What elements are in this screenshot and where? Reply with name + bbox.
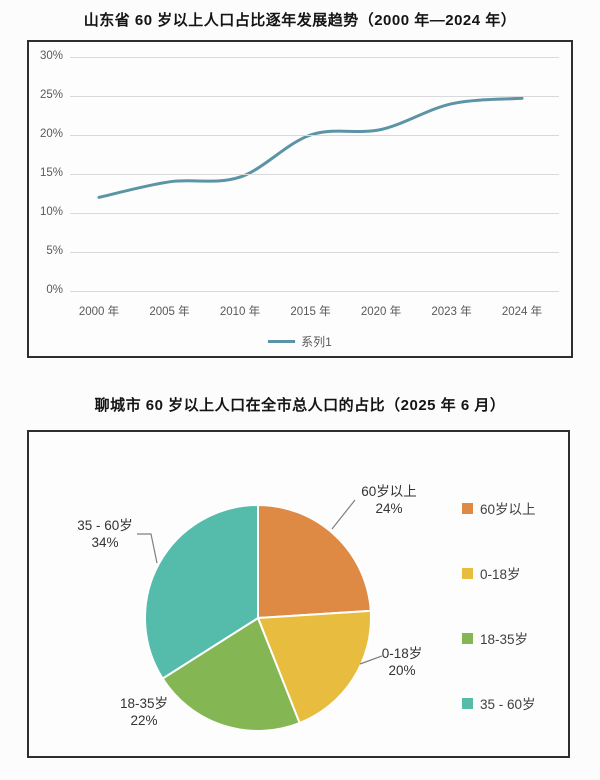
gridline-30% <box>70 57 559 58</box>
gridline-20% <box>70 135 559 136</box>
y-tick-20%: 20% <box>39 128 63 140</box>
gridline-0% <box>70 291 559 292</box>
pie-label-18-35: 18-35岁 22% <box>120 695 168 729</box>
series1-legend-label: 系列1 <box>301 335 332 349</box>
pie-label-0-18: 0-18岁 20% <box>382 645 423 679</box>
legend-swatch-0-18 <box>462 567 473 579</box>
pie-label-60plus-pct: 24% <box>375 501 403 516</box>
gridline-15% <box>70 174 559 175</box>
pie-label-18-35-pct: 22% <box>130 713 158 728</box>
y-tick-0%: 0% <box>46 284 63 296</box>
pie-chart: 60岁以上 24% 0-18岁 20% 18-35岁 22% 35 - 60岁 … <box>27 430 570 758</box>
pie-label-0-18-name: 0-18岁 <box>381 646 423 661</box>
legend-label-60plus: 60岁以上 <box>480 502 536 517</box>
leader-line-35-60 <box>137 533 158 564</box>
pie-chart-title: 聊城市 60 岁以上人口在全市总人口的占比（2025 年 6 月） <box>94 397 506 414</box>
pie-legend: 60岁以上 0-18岁 18-35岁 35 - 60岁 <box>462 498 536 713</box>
pie-slice-60岁以上 <box>257 504 372 619</box>
line-legend: 系列1 <box>29 333 571 350</box>
x-tick-5: 2020 年 <box>360 306 402 318</box>
gridline-10% <box>70 213 559 214</box>
leader-line-0-18 <box>359 655 383 665</box>
pie-slice-0-18岁 <box>257 609 372 725</box>
x-tick-7: 2024 年 <box>501 306 543 318</box>
pie-svg <box>137 499 383 732</box>
x-tick-4: 2015 年 <box>290 306 331 318</box>
legend-label-18-35: 18-35岁 <box>480 632 529 647</box>
legend-item-18-35: 18-35岁 <box>462 628 536 648</box>
x-tick-1: 2000 年 <box>78 306 120 318</box>
leader-line-60plus <box>331 499 356 530</box>
pie-slice-35 - 60岁 <box>144 504 259 680</box>
x-tick-6: 2023 年 <box>431 306 472 318</box>
line-chart: 0% 5% 10% 15% 20% 25% 30% 2000 年 2005 年 2010 年 201… <box>27 40 573 358</box>
gridline-5% <box>70 252 559 253</box>
line-plot-area: 0% 5% 10% 15% 20% 25% 30% 2000 年 2005 年 2010 年 201… <box>29 42 571 356</box>
legend-label-35-60: 35 - 60岁 <box>480 697 536 712</box>
pie-label-35-60: 35 - 60岁 34% <box>77 517 133 551</box>
x-tick-2: 2005 年 <box>149 306 190 318</box>
legend-item-35-60: 35 - 60岁 <box>462 693 536 713</box>
legend-item-60plus: 60岁以上 <box>462 498 536 518</box>
y-tick-15%: 15% <box>39 167 63 179</box>
pie-label-35-60-pct: 34% <box>91 535 119 550</box>
pie-label-35-60-name: 35 - 60岁 <box>77 518 133 533</box>
x-tick-3: 2010 年 <box>219 306 261 318</box>
legend-label-0-18: 0-18岁 <box>480 567 521 582</box>
pie-label-18-35-name: 18-35岁 <box>119 696 169 711</box>
y-tick-25%: 25% <box>39 89 63 101</box>
legend-item-0-18: 0-18岁 <box>462 563 536 583</box>
pie-label-60plus: 60岁以上 24% <box>361 483 417 517</box>
pie-label-60plus-name: 60岁以上 <box>361 484 417 499</box>
gridline-25% <box>70 96 559 97</box>
series1-line <box>97 96 524 199</box>
line-chart-title: 山东省 60 岁以上人口占比逐年发展趋势（2000 年—2024 年） <box>83 12 517 29</box>
legend-swatch-18-35 <box>462 632 473 644</box>
y-tick-10%: 10% <box>39 206 63 218</box>
y-tick-5%: 5% <box>46 245 63 257</box>
legend-swatch-35-60 <box>462 697 473 709</box>
legend-swatch-60plus <box>462 502 473 514</box>
series1-line-swatch <box>268 340 296 343</box>
pie-slice-18-35岁 <box>161 617 301 732</box>
pie-label-0-18-pct: 20% <box>388 663 416 678</box>
y-tick-30%: 30% <box>39 50 63 62</box>
